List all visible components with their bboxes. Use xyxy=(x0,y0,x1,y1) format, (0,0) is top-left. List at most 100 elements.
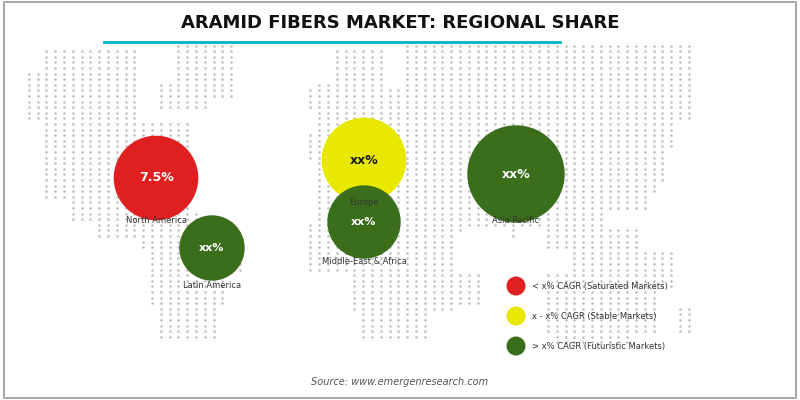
Point xyxy=(533,59,546,66)
Point xyxy=(550,294,563,301)
Point xyxy=(348,65,361,71)
Point xyxy=(445,222,458,228)
Point xyxy=(357,54,370,60)
Point xyxy=(339,154,352,161)
Point xyxy=(506,222,519,228)
Point xyxy=(498,177,510,183)
Point xyxy=(665,115,678,122)
Point xyxy=(207,278,220,284)
Point xyxy=(181,216,194,222)
Point xyxy=(49,188,62,194)
Point xyxy=(49,160,62,166)
Point xyxy=(128,160,141,166)
Point xyxy=(357,65,370,71)
Point xyxy=(110,160,123,166)
Point xyxy=(524,143,537,150)
Point xyxy=(313,222,326,228)
Point xyxy=(638,59,651,66)
Point xyxy=(612,82,625,88)
Point xyxy=(172,188,185,194)
Point xyxy=(427,138,440,144)
Point xyxy=(128,182,141,189)
Point xyxy=(401,317,414,323)
Point xyxy=(374,182,387,189)
Point xyxy=(594,283,607,290)
Point xyxy=(480,149,493,155)
Point xyxy=(612,294,625,301)
Point xyxy=(638,104,651,110)
Point xyxy=(330,244,343,250)
Point xyxy=(418,255,431,262)
Point xyxy=(339,82,352,88)
Point xyxy=(630,110,642,116)
Point xyxy=(630,188,642,194)
Point xyxy=(454,182,466,189)
Point xyxy=(401,76,414,82)
Point xyxy=(489,194,502,200)
Point xyxy=(410,54,422,60)
Point xyxy=(462,65,475,71)
Point xyxy=(75,160,88,166)
Point xyxy=(418,334,431,340)
Point xyxy=(102,93,114,99)
Point xyxy=(154,210,167,217)
Point xyxy=(110,199,123,206)
Point xyxy=(154,132,167,138)
Point xyxy=(418,306,431,312)
Point xyxy=(550,54,563,60)
Point xyxy=(436,93,449,99)
Point xyxy=(603,115,616,122)
Point xyxy=(427,171,440,178)
Point xyxy=(313,166,326,172)
Point xyxy=(75,76,88,82)
Point xyxy=(436,182,449,189)
Point xyxy=(559,138,572,144)
Point xyxy=(586,194,598,200)
Point xyxy=(383,233,396,239)
Point xyxy=(471,294,484,301)
Point xyxy=(621,311,634,318)
Point xyxy=(418,177,431,183)
Point xyxy=(506,210,519,217)
Point xyxy=(550,149,563,155)
Point xyxy=(559,42,572,49)
Point xyxy=(102,59,114,66)
Point xyxy=(410,266,422,273)
Point xyxy=(445,149,458,155)
Point xyxy=(568,289,581,295)
Point xyxy=(102,104,114,110)
Point xyxy=(366,216,378,222)
Point xyxy=(330,54,343,60)
Point xyxy=(594,278,607,284)
Point xyxy=(154,104,167,110)
Point xyxy=(172,177,185,183)
Point xyxy=(665,104,678,110)
Point xyxy=(190,238,202,245)
Point xyxy=(445,121,458,127)
Point xyxy=(330,205,343,211)
Point xyxy=(137,160,150,166)
Point xyxy=(75,166,88,172)
Point xyxy=(506,76,519,82)
Point xyxy=(181,98,194,105)
Point xyxy=(304,143,317,150)
Point xyxy=(339,76,352,82)
Point xyxy=(322,138,334,144)
Point xyxy=(524,216,537,222)
Point xyxy=(418,194,431,200)
Point xyxy=(454,294,466,301)
Point xyxy=(339,182,352,189)
Point xyxy=(374,238,387,245)
Point xyxy=(542,166,554,172)
Point xyxy=(462,300,475,306)
Point xyxy=(154,222,167,228)
Point xyxy=(603,294,616,301)
Point xyxy=(225,70,238,77)
Point xyxy=(586,110,598,116)
Point xyxy=(339,171,352,178)
Point xyxy=(612,42,625,49)
Point xyxy=(542,222,554,228)
Point xyxy=(656,65,669,71)
Point xyxy=(682,110,695,116)
Point xyxy=(93,233,106,239)
